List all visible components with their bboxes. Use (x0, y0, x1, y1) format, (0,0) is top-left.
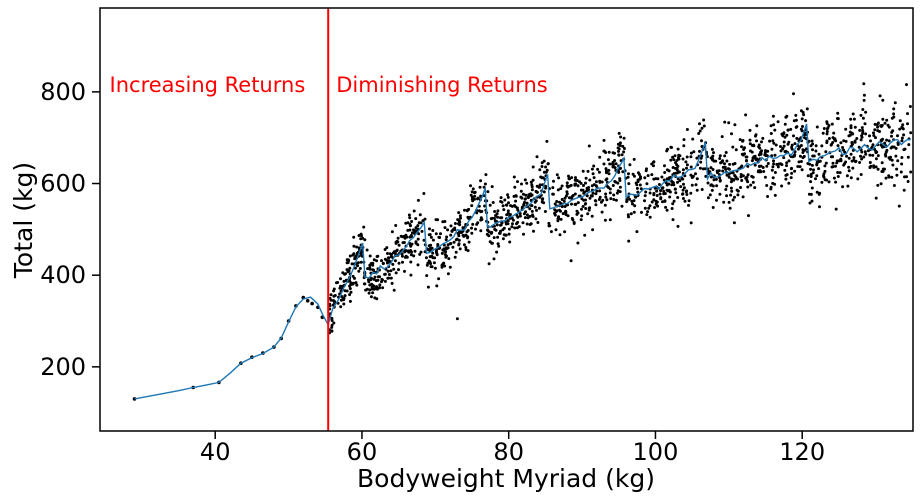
axes-frame (99, 7, 914, 432)
annotation-diminishing-returns: Diminishing Returns (336, 73, 547, 97)
y-tick-label: 800 (40, 78, 86, 106)
plot-area: 40 60 80 100 120 200 400 600 800 (40, 7, 914, 466)
x-axis-ticks: 40 60 80 100 120 (200, 431, 825, 466)
x-tick-label: 40 (200, 438, 231, 466)
x-axis-label: Bodyweight Myriad (kg) (357, 464, 655, 493)
low-bodyweight-points (132, 295, 325, 401)
annotation-increasing-returns: Increasing Returns (110, 73, 306, 97)
y-tick-label: 400 (40, 261, 86, 289)
y-tick-label: 200 (40, 353, 86, 381)
x-tick-label: 60 (347, 438, 378, 466)
y-axis-ticks: 200 400 600 800 (40, 78, 100, 381)
trend-line (134, 123, 911, 400)
y-axis-label: Total (kg) (9, 162, 38, 279)
y-tick-label: 600 (40, 170, 86, 198)
x-tick-label: 120 (779, 438, 825, 466)
x-tick-label: 80 (493, 438, 524, 466)
scatter-points (327, 82, 913, 335)
x-tick-label: 100 (633, 438, 679, 466)
